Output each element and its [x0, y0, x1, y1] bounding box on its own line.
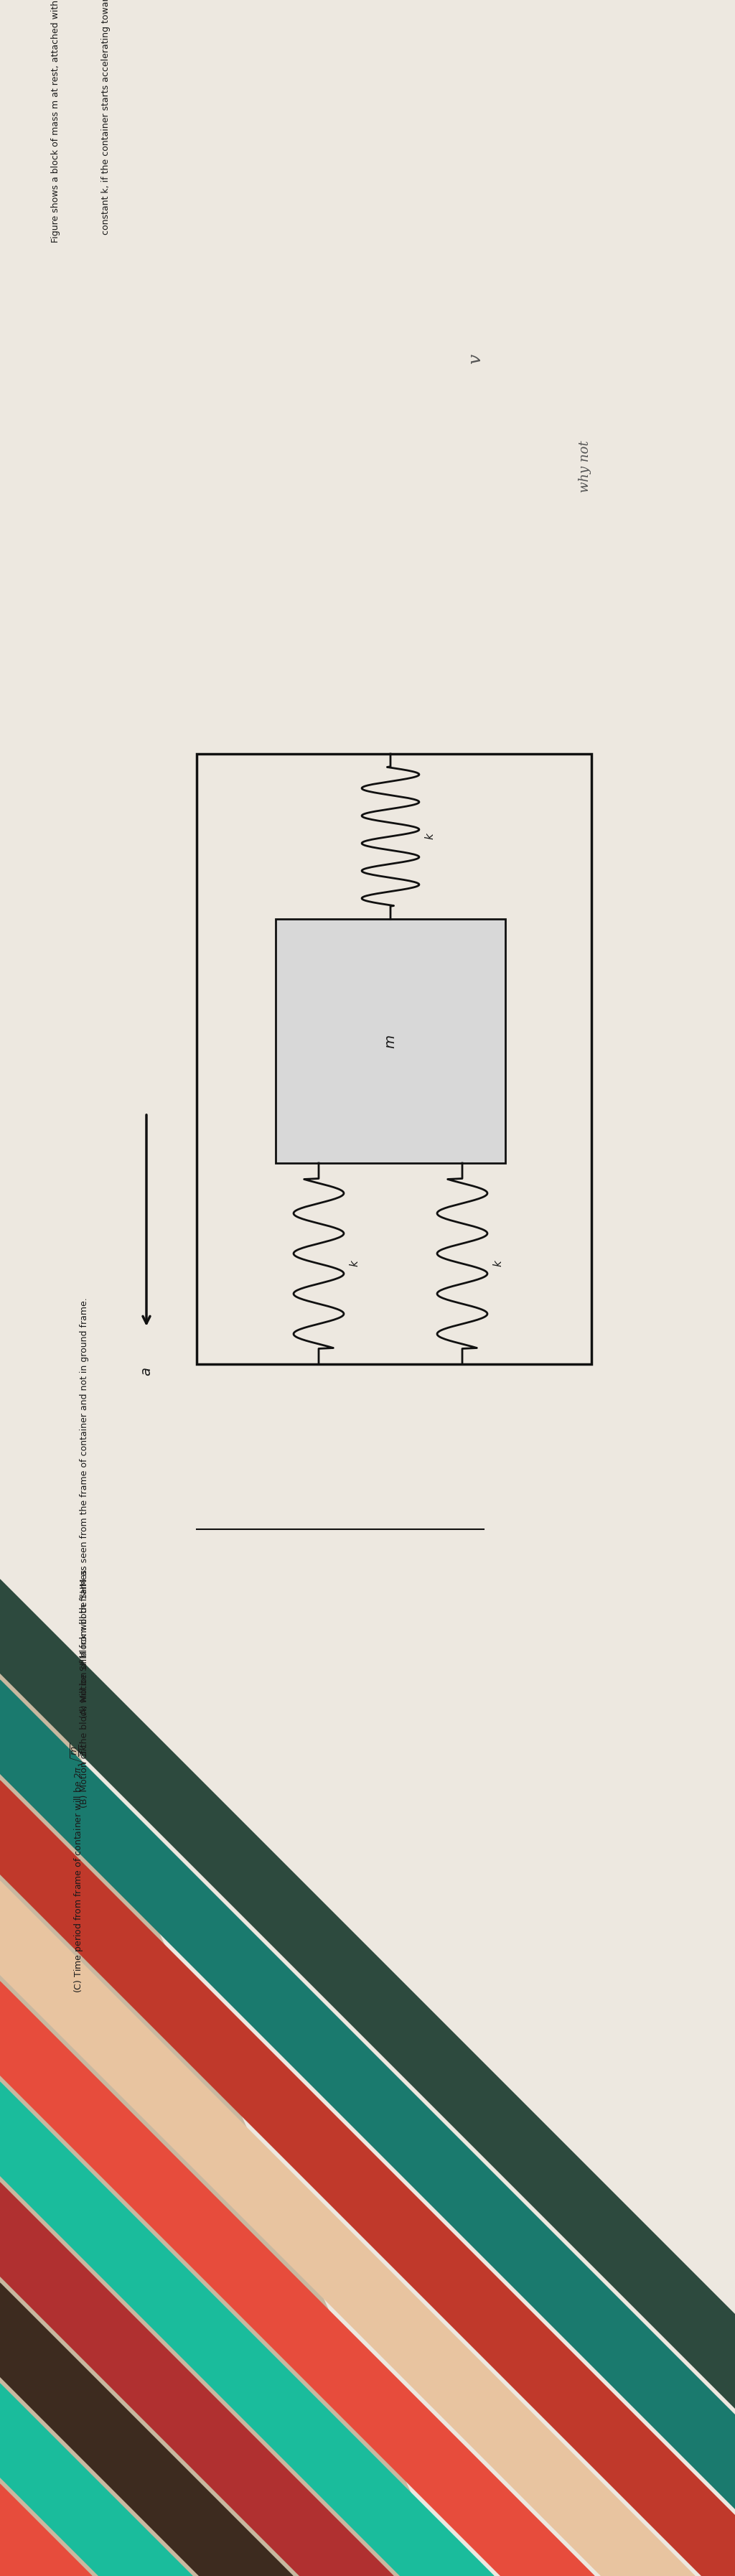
- Text: k: k: [349, 1260, 360, 1267]
- Text: (C) Time period from frame of container will be $2\pi\sqrt{\dfrac{m}{3k}}$.: (C) Time period from frame of container …: [69, 1741, 89, 1994]
- Text: k: k: [492, 1260, 503, 1267]
- Polygon shape: [0, 1780, 735, 2576]
- Text: Figure shows a block of mass m at rest, attached with three identical ideal spri: Figure shows a block of mass m at rest, …: [51, 0, 60, 242]
- Text: m: m: [384, 1033, 398, 1048]
- Text: constant k, if the container starts accelerating towards right (horizontal), the: constant k, if the container starts acce…: [101, 0, 110, 234]
- Polygon shape: [0, 1680, 735, 2576]
- Polygon shape: [0, 1579, 448, 2576]
- Polygon shape: [0, 2081, 494, 2576]
- Polygon shape: [0, 2182, 393, 2576]
- Polygon shape: [0, 2383, 193, 2576]
- Polygon shape: [0, 1981, 595, 2576]
- Polygon shape: [0, 2483, 92, 2576]
- Text: k: k: [425, 832, 435, 840]
- Polygon shape: [0, 1880, 695, 2576]
- Text: why not: why not: [578, 440, 592, 492]
- Polygon shape: [276, 920, 506, 1164]
- Polygon shape: [0, 2282, 293, 2576]
- Polygon shape: [0, 1579, 735, 2576]
- Text: (B) Motion of the block will be SHM from both frames.: (B) Motion of the block will be SHM from…: [79, 1566, 89, 1808]
- Text: a: a: [140, 1368, 153, 1376]
- Text: (A) Motion of block will be SHM as seen from the frame of container and not in g: (A) Motion of block will be SHM as seen …: [79, 1298, 89, 1718]
- Text: v: v: [467, 353, 484, 363]
